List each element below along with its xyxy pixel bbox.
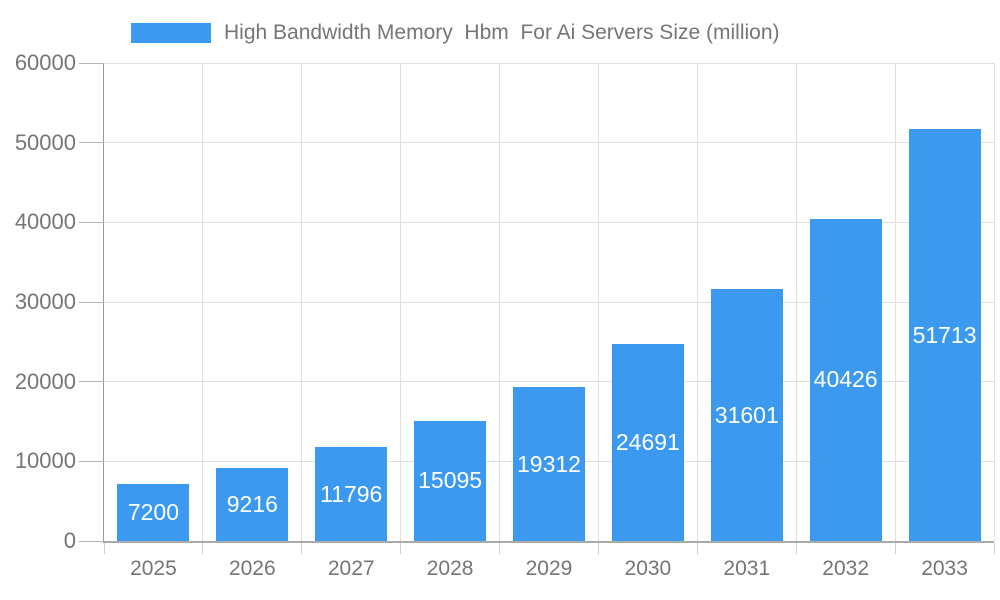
x-axis-tick-label: 2028	[426, 557, 474, 580]
bar[interactable]: 40426	[809, 218, 882, 541]
legend-swatch	[131, 23, 211, 43]
y-axis-tick-label: 60000	[14, 50, 76, 75]
y-axis-tick	[79, 301, 104, 303]
y-axis-tick	[79, 142, 104, 144]
h-gridline	[104, 62, 994, 64]
bar-value-label: 51713	[912, 321, 977, 348]
y-axis-tick	[79, 540, 104, 542]
bar[interactable]: 51713	[908, 129, 981, 541]
bar-value-label: 7200	[127, 498, 180, 525]
v-gridline	[795, 63, 797, 541]
y-axis-tick-label: 30000	[14, 289, 76, 314]
bar[interactable]: 24691	[611, 344, 684, 541]
x-axis-tick	[597, 543, 599, 554]
v-gridline	[202, 63, 204, 541]
y-axis-tick	[79, 460, 104, 462]
v-gridline	[499, 63, 501, 541]
x-axis-tick-label: 2029	[525, 557, 573, 580]
bar[interactable]: 31601	[710, 289, 783, 541]
y-axis-tick	[79, 221, 104, 223]
v-gridline	[597, 63, 599, 541]
chart-legend-item[interactable]: High Bandwidth Memory Hbm For Ai Servers…	[131, 21, 780, 44]
x-axis-tick	[202, 543, 204, 554]
x-axis-tick-label: 2025	[130, 557, 177, 580]
x-axis-tick-label: 2026	[228, 557, 276, 580]
chart-title: High Bandwidth Memory Hbm For Ai Servers…	[224, 21, 780, 44]
x-axis-tick-label: 2030	[624, 557, 672, 580]
bar[interactable]: 19312	[513, 387, 585, 541]
y-axis-tick-label: 50000	[14, 129, 76, 155]
x-axis-tick	[993, 543, 995, 554]
bar-value-label: 24691	[615, 429, 680, 456]
h-gridline	[104, 301, 994, 303]
y-axis-tick	[79, 381, 104, 383]
h-gridline	[104, 221, 994, 223]
x-axis-tick-label: 2027	[327, 557, 375, 580]
y-axis-tick-label: 10000	[14, 448, 76, 474]
x-axis-tick	[696, 543, 698, 554]
h-gridline	[104, 381, 994, 383]
x-axis-tick	[894, 543, 896, 554]
v-gridline	[400, 63, 402, 541]
x-axis-tick	[103, 543, 105, 554]
x-axis-tick	[795, 543, 797, 554]
bar[interactable]: 11796	[315, 447, 388, 541]
x-axis-tick	[499, 543, 501, 554]
x-axis-tick-label: 2031	[723, 557, 771, 580]
v-gridline	[301, 63, 303, 541]
plot-area: 0 10000 20000 30000 40000 50000 60000 7200 2025 9…	[15, 51, 995, 580]
bar-value-label: 9216	[226, 490, 278, 517]
x-axis-tick-label: 2032	[822, 557, 870, 580]
x-axis-tick-label: 2033	[921, 557, 968, 580]
bar-value-label: 15095	[418, 467, 483, 494]
y-axis-tick-label: 20000	[14, 368, 76, 394]
bar[interactable]: 15095	[414, 420, 487, 541]
bar-value-label: 40426	[813, 366, 878, 393]
x-axis-tick	[400, 543, 402, 554]
v-gridline	[696, 63, 698, 541]
bar[interactable]: 9216	[216, 467, 289, 541]
y-axis-tick-label: 0	[63, 528, 76, 553]
v-gridline	[993, 63, 995, 541]
y-axis-tick	[79, 62, 104, 64]
bar-value-label: 19312	[517, 450, 581, 477]
v-gridline	[894, 63, 896, 541]
bar-value-label: 11796	[320, 480, 383, 507]
h-gridline	[104, 142, 994, 144]
bar-value-label: 31601	[714, 401, 779, 428]
y-axis-tick-label: 40000	[14, 209, 76, 235]
bar[interactable]: 7200	[117, 483, 190, 541]
x-axis-tick	[301, 543, 303, 554]
